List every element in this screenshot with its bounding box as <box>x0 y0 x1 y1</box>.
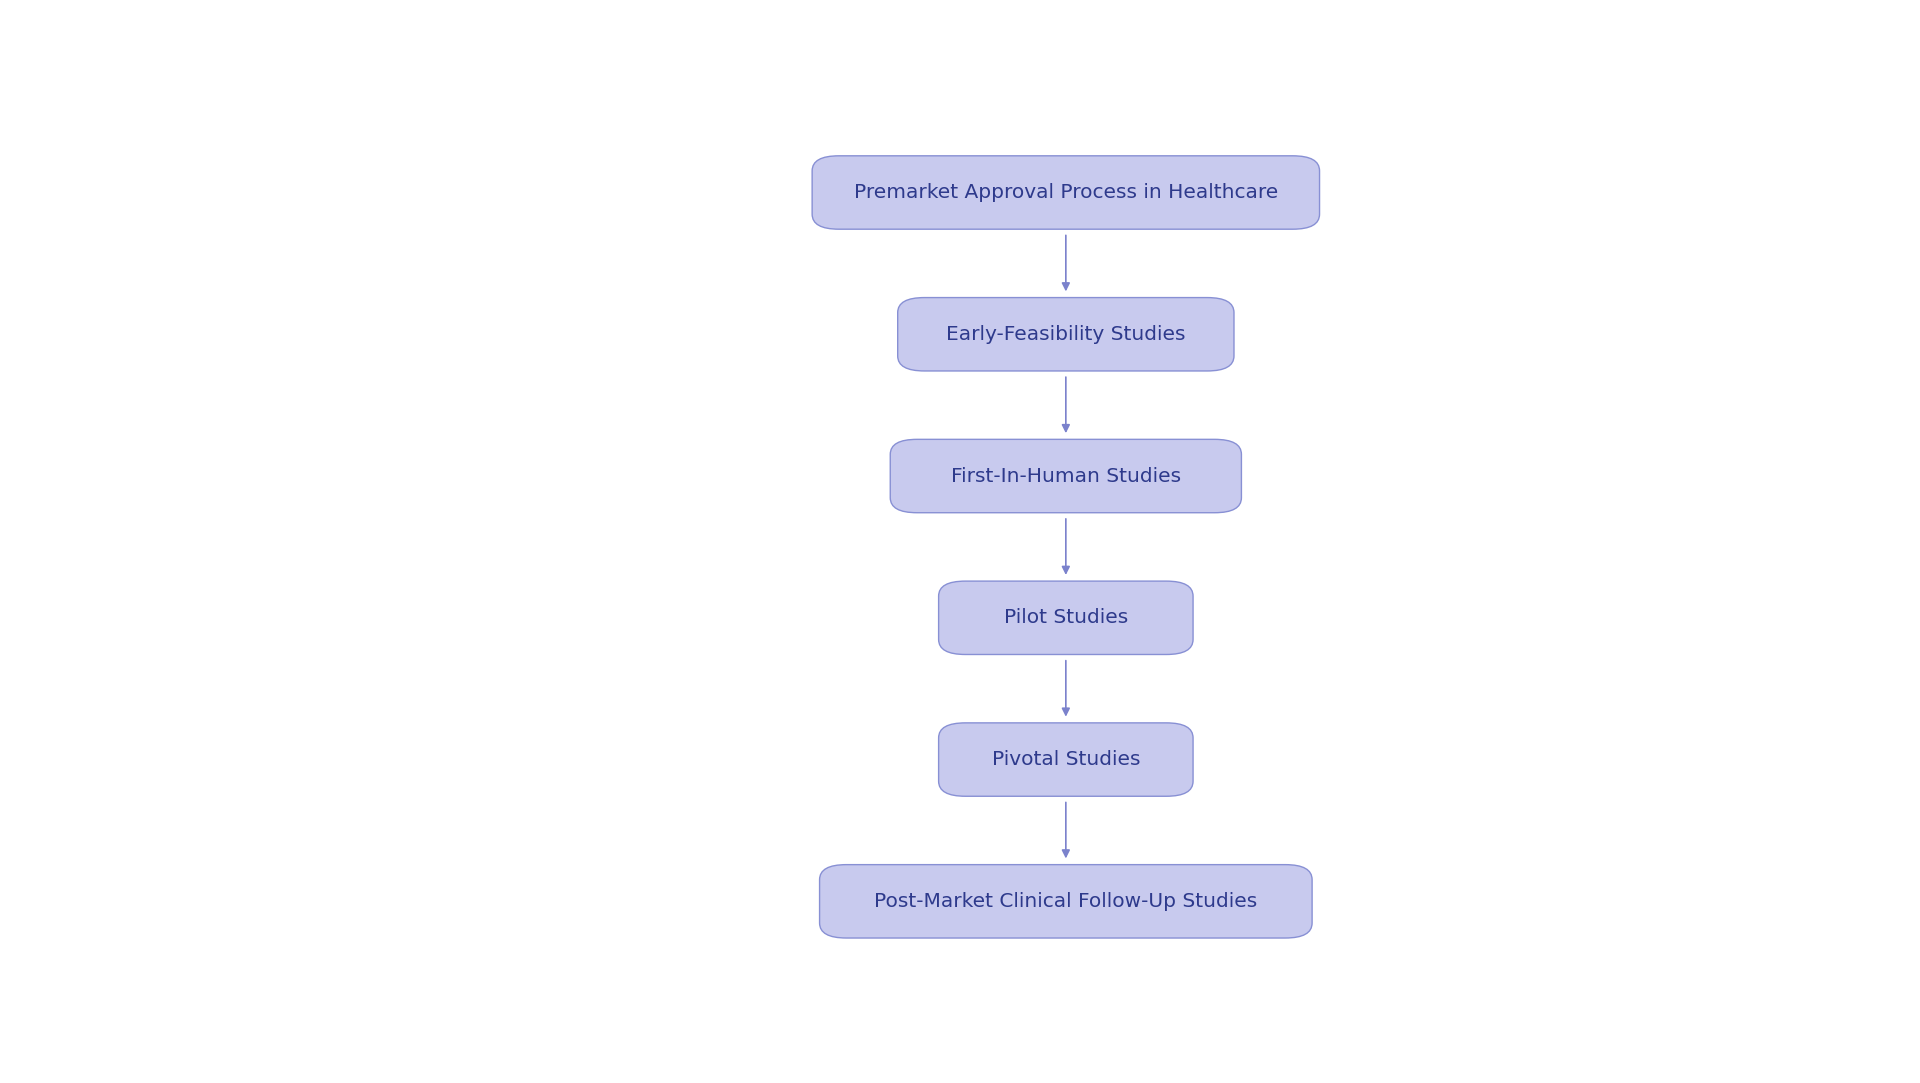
FancyBboxPatch shape <box>891 440 1242 512</box>
FancyBboxPatch shape <box>939 582 1192 654</box>
Text: Pivotal Studies: Pivotal Studies <box>991 751 1140 769</box>
FancyBboxPatch shape <box>812 156 1319 230</box>
Text: Pilot Studies: Pilot Studies <box>1004 609 1127 627</box>
FancyBboxPatch shape <box>820 864 1311 938</box>
Text: Premarket Approval Process in Healthcare: Premarket Approval Process in Healthcare <box>854 183 1279 203</box>
Text: First-In-Human Studies: First-In-Human Studies <box>950 467 1181 485</box>
Text: Early-Feasibility Studies: Early-Feasibility Studies <box>947 325 1185 343</box>
FancyBboxPatch shape <box>939 722 1192 796</box>
FancyBboxPatch shape <box>899 298 1235 371</box>
Text: Post-Market Clinical Follow-Up Studies: Post-Market Clinical Follow-Up Studies <box>874 891 1258 911</box>
